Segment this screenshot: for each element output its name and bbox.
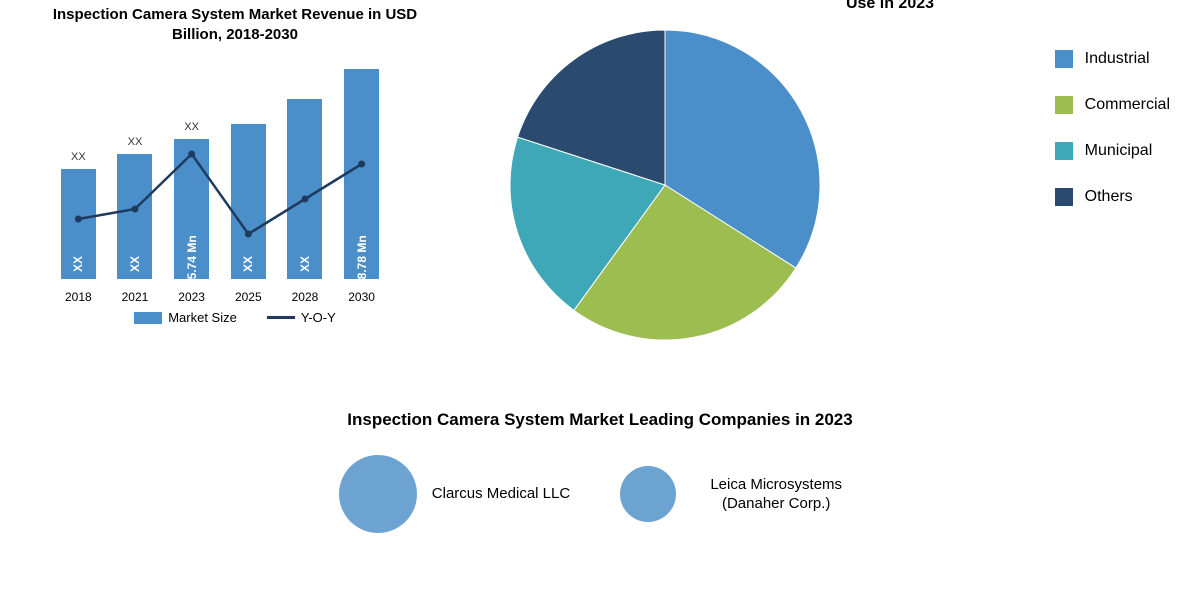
pie-swatch — [1055, 142, 1073, 160]
x-axis-label: 2021 — [122, 290, 149, 304]
pie-chart-title: Use in 2023 — [630, 0, 1150, 13]
bar-chart: XXXXXXXXXX345.74 MnXXXX778.78 Mn 2018202… — [50, 54, 390, 304]
bar-inside-label: XX — [298, 256, 312, 272]
legend-line-label: Y-O-Y — [301, 310, 336, 325]
bar-swatch — [134, 312, 162, 324]
legend-yoy: Y-O-Y — [267, 310, 336, 325]
bar-top-label: XX — [184, 121, 199, 133]
pie-swatch — [1055, 50, 1073, 68]
x-axis-label: 2030 — [348, 290, 375, 304]
bar: XX — [231, 124, 266, 279]
bar-inside-label: 345.74 Mn — [185, 235, 199, 292]
pie-legend-item: Others — [1055, 188, 1170, 206]
pie-chart — [510, 30, 820, 340]
bar-top-label: XX — [71, 151, 86, 163]
company-bubble — [620, 466, 676, 522]
company-item: Leica Microsystems (Danaher Corp.) — [620, 466, 861, 522]
bar-legend: Market Size Y-O-Y — [50, 310, 420, 325]
bar: XXXX — [117, 154, 152, 279]
bar-inside-label: XX — [241, 256, 255, 272]
x-axis-label: 2025 — [235, 290, 262, 304]
company-item: Clarcus Medical LLC — [339, 455, 570, 533]
pie-legend-item: Municipal — [1055, 142, 1170, 160]
pie-legend-label: Others — [1085, 188, 1133, 206]
x-axis-label: 2028 — [292, 290, 319, 304]
companies-section: Inspection Camera System Market Leading … — [0, 400, 1200, 600]
pie-swatch — [1055, 188, 1073, 206]
bar-inside-label: XX — [71, 256, 85, 272]
pie-legend-label: Industrial — [1085, 50, 1150, 68]
pie-legend-item: Industrial — [1055, 50, 1170, 68]
bar: XX — [287, 99, 322, 279]
bar: XX345.74 Mn — [174, 139, 209, 279]
bar-inside-label: 778.78 Mn — [355, 235, 369, 292]
bar-top-label: XX — [128, 136, 143, 148]
pie-legend-label: Municipal — [1085, 142, 1153, 160]
pie-legend: Industrial Commercial Municipal Others — [1055, 50, 1170, 206]
line-swatch — [267, 316, 295, 319]
companies-title: Inspection Camera System Market Leading … — [40, 410, 1160, 430]
pie-swatch — [1055, 96, 1073, 114]
bar-inside-label: XX — [128, 256, 142, 272]
x-axis-label: 2018 — [65, 290, 92, 304]
bar: 778.78 Mn — [344, 69, 379, 279]
company-label: Clarcus Medical LLC — [432, 484, 570, 504]
x-axis-label: 2023 — [178, 290, 205, 304]
bar: XXXX — [61, 169, 96, 279]
company-bubble — [339, 455, 417, 533]
pie-legend-label: Commercial — [1085, 96, 1170, 114]
bar-chart-title: Inspection Camera System Market Revenue … — [50, 5, 420, 44]
legend-market-size: Market Size — [134, 310, 237, 325]
company-label: Leica Microsystems (Danaher Corp.) — [691, 475, 861, 514]
bar-chart-section: Inspection Camera System Market Revenue … — [0, 0, 430, 400]
pie-chart-section: Use in 2023 Industrial Commercial Municipa… — [430, 0, 1200, 400]
legend-bar-label: Market Size — [168, 310, 237, 325]
pie-legend-item: Commercial — [1055, 96, 1170, 114]
